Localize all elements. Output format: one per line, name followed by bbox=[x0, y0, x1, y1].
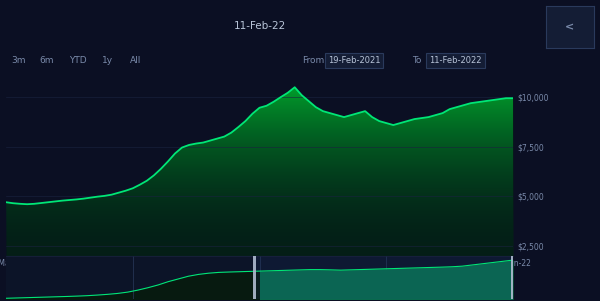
Bar bbox=[253, 256, 256, 299]
Text: All: All bbox=[130, 56, 142, 65]
Text: <: < bbox=[565, 22, 575, 32]
Text: 11-Feb-2022: 11-Feb-2022 bbox=[430, 56, 482, 65]
Text: 1y: 1y bbox=[103, 56, 113, 65]
Text: 3m: 3m bbox=[11, 56, 26, 65]
Text: 19-Feb-2021: 19-Feb-2021 bbox=[328, 56, 380, 65]
Text: 6m: 6m bbox=[39, 56, 53, 65]
Text: 11-Feb-22: 11-Feb-22 bbox=[233, 20, 286, 30]
Bar bbox=[511, 256, 515, 299]
Text: From: From bbox=[302, 56, 325, 65]
Text: To: To bbox=[412, 56, 421, 65]
Text: YTD: YTD bbox=[70, 56, 87, 65]
